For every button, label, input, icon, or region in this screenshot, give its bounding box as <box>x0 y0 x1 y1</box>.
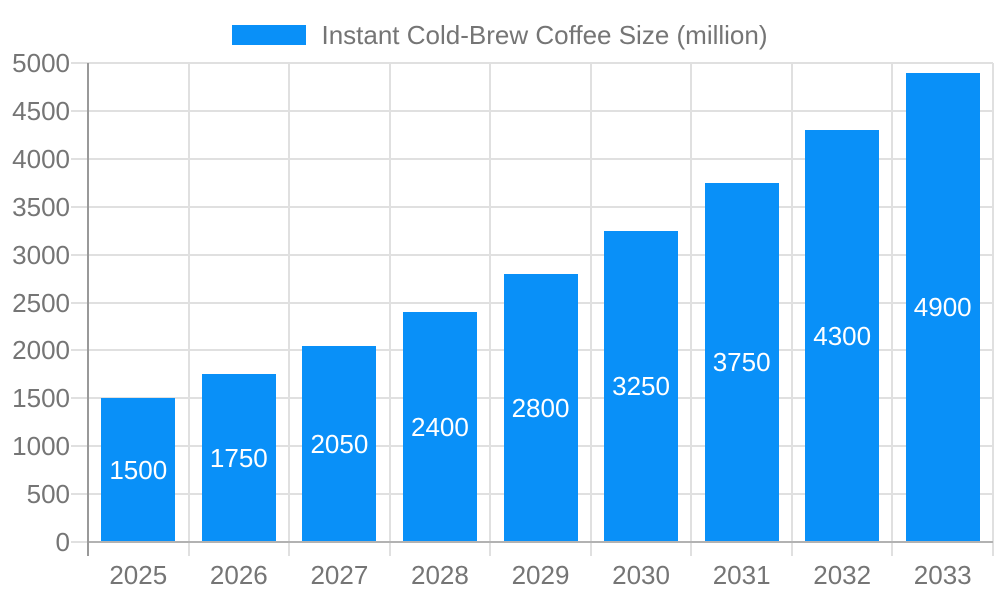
bar-2031[interactable]: 3750 <box>704 182 779 542</box>
x-gridline <box>489 63 492 542</box>
x-tick-mark <box>992 542 994 556</box>
chart-legend[interactable]: Instant Cold-Brew Coffee Size (million) <box>0 22 1000 48</box>
bar-value-label: 1500 <box>109 455 168 486</box>
y-tick-label: 4000 <box>12 143 70 174</box>
legend-swatch-icon <box>232 25 307 45</box>
x-gridline <box>388 63 391 542</box>
bar-value-label: 4900 <box>913 292 972 323</box>
y-gridline <box>88 62 993 64</box>
bar-2033[interactable]: 4900 <box>905 72 980 542</box>
y-tick-label: 5000 <box>12 48 70 78</box>
y-tick-label: 500 <box>26 479 70 510</box>
y-gridline <box>88 109 993 112</box>
x-gridline <box>187 63 190 542</box>
bar-2026[interactable]: 1750 <box>201 374 276 542</box>
y-gridline <box>88 205 993 208</box>
x-gridline <box>589 63 592 542</box>
y-tick-mark <box>71 301 88 304</box>
x-tick-mark <box>388 542 391 556</box>
y-tick-label: 3500 <box>12 191 70 222</box>
bar-value-label: 3250 <box>612 371 670 402</box>
x-tick-mark <box>288 542 291 556</box>
x-tick-mark <box>690 542 693 556</box>
y-tick-mark <box>71 397 88 400</box>
x-tick-mark <box>489 542 492 556</box>
x-tick-label: 2033 <box>913 560 972 590</box>
x-gridline <box>288 63 291 542</box>
x-tick-label: 2026 <box>209 560 268 590</box>
y-tick-label: 3000 <box>12 239 70 270</box>
y-tick-mark <box>71 109 88 112</box>
x-gridline <box>891 63 894 542</box>
x-axis-line <box>88 541 993 543</box>
x-tick-label: 2032 <box>813 560 872 590</box>
y-tick-label: 0 <box>55 527 70 557</box>
bar-2030[interactable]: 3250 <box>604 230 679 542</box>
y-tick-label: 2500 <box>12 287 70 318</box>
y-tick-label: 1500 <box>12 383 70 414</box>
y-tick-mark <box>71 493 88 496</box>
x-tick-mark <box>187 542 190 556</box>
bar-value-label: 3750 <box>712 347 771 378</box>
x-tick-mark <box>891 542 894 556</box>
y-tick-mark <box>71 445 88 448</box>
x-tick-label: 2028 <box>411 560 469 590</box>
y-axis-line <box>87 63 89 556</box>
x-tick-label: 2025 <box>109 560 168 590</box>
bar-2028[interactable]: 2400 <box>402 312 477 542</box>
x-tick-mark <box>790 542 793 556</box>
bar-value-label: 2050 <box>310 428 369 459</box>
bar-value-label: 1750 <box>209 443 268 474</box>
x-tick-mark <box>589 542 592 556</box>
x-tick-label: 2031 <box>712 560 771 590</box>
bar-2029[interactable]: 2800 <box>503 273 578 542</box>
y-tick-mark <box>71 349 88 352</box>
y-tick-label: 4500 <box>12 95 70 126</box>
y-tick-mark <box>71 157 88 160</box>
y-tick-mark <box>71 205 88 208</box>
plot-area: 0 500 1000 1500 2000 2500 3000 3500 4000 4500 5000… <box>12 50 994 588</box>
bar-2027[interactable]: 2050 <box>302 345 377 542</box>
bar-value-label: 2800 <box>511 392 570 423</box>
y-tick-mark <box>71 253 88 256</box>
x-gridline <box>790 63 793 542</box>
y-gridline <box>88 253 993 256</box>
x-tick-label: 2030 <box>612 560 670 590</box>
bar-value-label: 2400 <box>411 412 469 443</box>
bar-2025[interactable]: 1500 <box>101 398 176 542</box>
y-tick-mark <box>71 541 88 543</box>
x-tick-label: 2029 <box>511 560 570 590</box>
x-gridline <box>690 63 693 542</box>
bar-value-label: 4300 <box>813 321 872 352</box>
y-gridline <box>88 157 993 160</box>
legend-label: Instant Cold-Brew Coffee Size (million) <box>321 20 768 50</box>
y-tick-mark <box>71 62 88 64</box>
x-gridline <box>992 63 994 542</box>
bar-2032[interactable]: 4300 <box>805 130 880 542</box>
y-tick-label: 1000 <box>12 431 70 462</box>
y-tick-label: 2000 <box>12 335 70 366</box>
x-tick-label: 2027 <box>310 560 369 590</box>
